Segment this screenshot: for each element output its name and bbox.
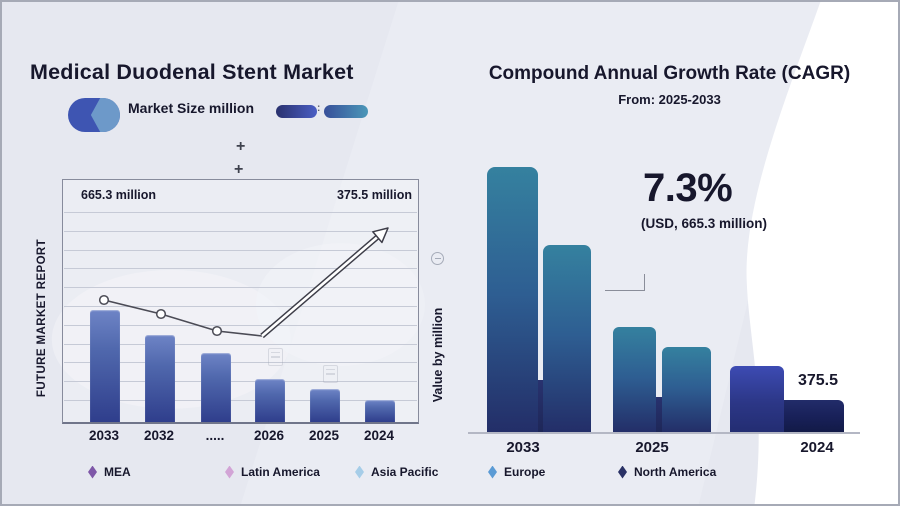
bar-2024-series-b xyxy=(784,400,844,432)
trend-arrow xyxy=(98,227,389,339)
cylinder-facet xyxy=(90,98,120,132)
legend-label: North America xyxy=(634,465,717,479)
market-size-cylinder-icon xyxy=(68,98,120,132)
x-label-.....: ..... xyxy=(205,428,225,443)
x-label-2026: 2026 xyxy=(253,428,285,443)
x-label-2025: 2025 xyxy=(635,439,669,456)
legend-item-mea: MEA xyxy=(88,464,131,480)
gridline xyxy=(64,287,417,288)
gridline xyxy=(64,344,417,345)
legend-item-europe: Europe xyxy=(488,464,545,480)
bar-group-merge xyxy=(655,397,663,432)
document-icon xyxy=(268,348,283,366)
x-label-2033: 2033 xyxy=(506,439,540,456)
annotation-375: 375.5 million xyxy=(336,188,412,202)
cagr-subtitle: From: 2025-2033 xyxy=(618,92,721,107)
annotation-665: 665.3 million xyxy=(81,188,157,202)
zoom-out-icon xyxy=(431,252,444,265)
gridline xyxy=(64,325,417,326)
ratio-pill-end xyxy=(324,105,368,118)
ratio-pill-start xyxy=(276,105,317,118)
gridline xyxy=(64,381,417,382)
cagr-title: Compound Annual Growth Rate (CAGR) xyxy=(488,63,851,84)
plus-icon: + xyxy=(234,161,244,178)
bar-2033-series-b xyxy=(543,245,591,432)
plus-icon: + xyxy=(236,138,246,155)
bar-2024-series-a xyxy=(730,366,784,432)
legend-diamond-icon xyxy=(88,465,97,479)
legend-item-asia-pacific: Asia Pacific xyxy=(355,464,438,480)
x-label-2024: 2024 xyxy=(363,428,395,443)
page-title: Medical Duodenal Stent Market xyxy=(30,60,354,84)
legend-label: Europe xyxy=(504,465,546,479)
legend-label: Asia Pacific xyxy=(371,465,439,479)
future-market-report-label: FUTURE MARKET REPORT xyxy=(36,238,48,398)
bar-2024 xyxy=(365,400,395,422)
gridline xyxy=(64,268,417,269)
cagr-value: 7.3% xyxy=(643,166,733,210)
gridline xyxy=(64,231,417,232)
legend-diamond-icon xyxy=(355,465,364,479)
legend-item-latin-america: Latin America xyxy=(225,464,320,480)
gridline xyxy=(64,362,417,363)
bar-2032 xyxy=(145,335,175,422)
x-label-2032: 2032 xyxy=(143,428,175,443)
bar-2033-series-a xyxy=(487,167,538,432)
legend-item-north-america: North America xyxy=(618,464,716,480)
bar-2025-series-a xyxy=(613,327,656,432)
legend-diamond-icon xyxy=(618,465,627,479)
market-size-legend-label: Market Size million xyxy=(128,100,255,116)
legend-label: MEA xyxy=(104,465,131,479)
gridline xyxy=(64,212,417,213)
bar-value-label: 375.5 xyxy=(797,372,839,389)
bar-2025 xyxy=(310,389,340,422)
x-label-2033: 2033 xyxy=(88,428,120,443)
gridline xyxy=(64,306,417,307)
bar-group-merge xyxy=(536,380,545,432)
ratio-separator: : xyxy=(317,103,321,114)
market-size-chart: 665.3 million 375.5 million xyxy=(62,179,419,424)
bar-2026 xyxy=(255,379,285,422)
bar-..... xyxy=(201,353,231,422)
x-label-2024: 2024 xyxy=(800,439,834,456)
legend-diamond-icon xyxy=(225,465,234,479)
bar-2025-series-b xyxy=(662,347,711,432)
gridline xyxy=(64,400,417,401)
callout-line xyxy=(605,290,645,291)
cagr-caption: (USD, 665.3 million) xyxy=(641,216,768,231)
value-by-million-label: Value by million xyxy=(431,307,445,403)
legend-diamond-icon xyxy=(488,465,497,479)
legend-label: Latin America xyxy=(241,465,320,479)
bar-2033 xyxy=(90,310,120,422)
document-icon xyxy=(323,365,338,383)
x-label-2025: 2025 xyxy=(308,428,340,443)
x-axis-line xyxy=(468,432,860,434)
gridline xyxy=(64,250,417,251)
callout-line xyxy=(644,274,645,291)
